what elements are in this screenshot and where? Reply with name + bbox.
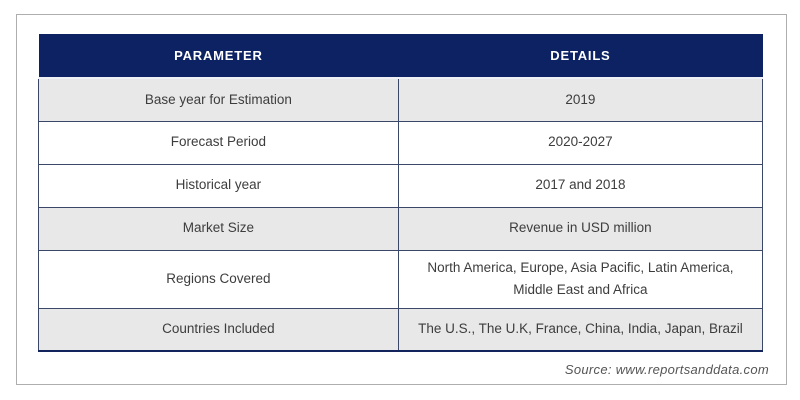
table-row: Historical year 2017 and 2018 [38,164,764,208]
cell-parameter: Historical year [38,164,399,208]
cell-details: The U.S., The U.K, France, China, India,… [397,308,764,352]
source-attribution: Source: www.reportsanddata.com [564,362,769,377]
table-row: Regions Covered North America, Europe, A… [38,250,764,309]
cell-details: 2019 [397,78,764,122]
cell-parameter: Regions Covered [38,250,399,309]
header-cell-details: DETAILS [398,34,763,79]
page-frame: PARAMETER DETAILS Base year for Estimati… [16,14,787,385]
cell-details: 2020-2027 [397,121,764,165]
table-row: Countries Included The U.S., The U.K, Fr… [38,308,764,352]
table-body: Base year for Estimation 2019 Forecast P… [38,78,764,352]
cell-details: North America, Europe, Asia Pacific, Lat… [397,250,764,309]
report-scope-table: PARAMETER DETAILS Base year for Estimati… [38,34,764,352]
cell-details: 2017 and 2018 [397,164,764,208]
cell-parameter: Base year for Estimation [38,78,399,122]
table-header: PARAMETER DETAILS [38,34,763,79]
cell-parameter: Countries Included [38,308,399,352]
cell-details: Revenue in USD million [397,207,764,251]
header-row: PARAMETER DETAILS [38,34,763,79]
header-cell-parameter: PARAMETER [38,34,399,79]
cell-parameter: Forecast Period [38,121,399,165]
table-row: Market Size Revenue in USD million [38,207,764,251]
table-row: Forecast Period 2020-2027 [38,121,764,165]
cell-parameter: Market Size [38,207,399,251]
table-row: Base year for Estimation 2019 [38,78,764,122]
